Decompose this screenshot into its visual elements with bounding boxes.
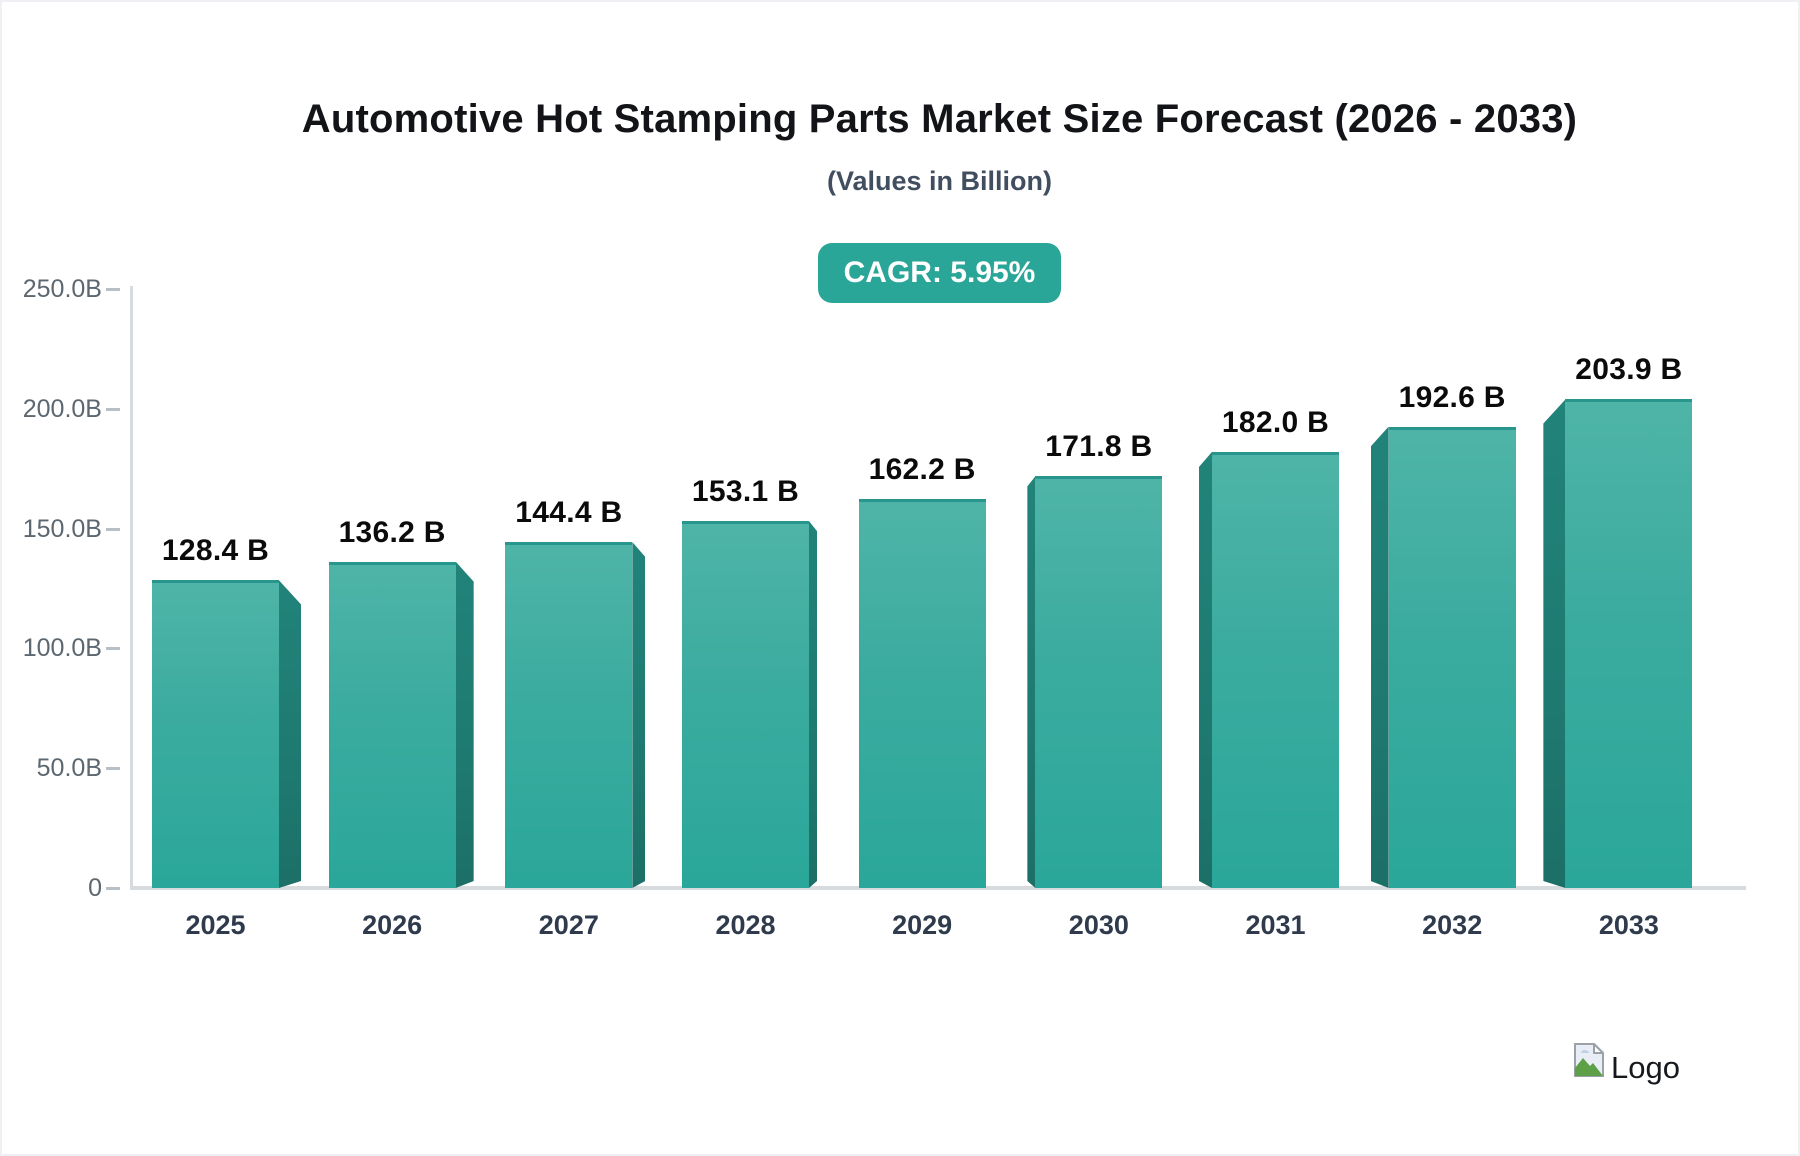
- bar-2033: [1565, 399, 1693, 888]
- x-axis-line: [130, 886, 1746, 890]
- bar-side-face-2032: [1371, 427, 1389, 888]
- y-axis-label: 200.0B: [22, 394, 102, 423]
- bar-value-label-2033: 203.9 B: [1575, 353, 1683, 387]
- bar-side-face-2030: [1027, 476, 1035, 888]
- y-axis-label: 100.0B: [22, 634, 102, 663]
- bar-value-label-2030: 171.8 B: [1045, 430, 1153, 464]
- x-axis-label-2033: 2033: [1598, 910, 1659, 940]
- y-axis-tick: [106, 288, 120, 291]
- x-axis-label-2025: 2025: [185, 910, 246, 940]
- bar-2029: [858, 499, 986, 888]
- bar-value-label-2026: 136.2 B: [338, 515, 446, 549]
- bar-side-face-2026: [456, 562, 474, 888]
- y-axis-tick: [106, 887, 120, 890]
- chart-header: Automotive Hot Stamping Parts Market Siz…: [132, 2, 1747, 303]
- bar-value-label-2032: 192.6 B: [1398, 380, 1506, 414]
- bar-value-label-2025: 128.4 B: [161, 534, 270, 568]
- chart-title: Automotive Hot Stamping Parts Market Siz…: [301, 97, 1578, 141]
- bar-2031: [1212, 451, 1340, 888]
- logo-alt-text: Logo: [1611, 1050, 1680, 1085]
- y-axis-tick: [106, 527, 120, 531]
- y-axis-tick: [106, 767, 120, 771]
- bar-side-face-2027: [632, 542, 645, 888]
- logo: Logo: [1569, 1040, 1680, 1085]
- y-axis-label: 50.0B: [36, 754, 102, 783]
- y-axis-label: 150.0B: [22, 514, 102, 543]
- y-axis-tick: [106, 407, 120, 411]
- bar-2027: [505, 542, 633, 888]
- x-axis-label-2029: 2029: [892, 910, 953, 940]
- broken-image-icon: [1569, 1040, 1609, 1085]
- bar-2026: [328, 561, 456, 888]
- bar-2028: [682, 521, 809, 888]
- y-axis-label: 0: [88, 874, 102, 902]
- bar-side-face-2031: [1199, 452, 1212, 888]
- bar-side-face-2025: [279, 580, 301, 888]
- bar-2032: [1388, 426, 1516, 888]
- y-axis-tick: [106, 647, 120, 651]
- bar-value-label-2031: 182.0 B: [1221, 405, 1330, 439]
- bar-2030: [1035, 476, 1163, 888]
- x-axis-label-2032: 2032: [1422, 910, 1483, 940]
- y-axis-label: 250.0B: [22, 275, 102, 303]
- bar-value-label-2027: 144.4 B: [515, 496, 623, 530]
- cagr-badge: CAGR: 5.95%: [817, 243, 1062, 303]
- bar-2025: [152, 580, 279, 888]
- x-axis-label-2030: 2030: [1068, 910, 1129, 940]
- chart-subtitle: (Values in Billion): [826, 166, 1053, 196]
- x-axis-label-2031: 2031: [1245, 910, 1306, 940]
- bar-value-label-2029: 162.2 B: [868, 453, 976, 487]
- bar-side-face-2033: [1543, 399, 1565, 888]
- x-axis-label-2027: 2027: [538, 910, 599, 940]
- x-axis-label-2028: 2028: [715, 910, 776, 940]
- y-axis-line: [130, 286, 133, 890]
- x-axis-label-2026: 2026: [362, 910, 423, 940]
- bar-side-face-2028: [809, 521, 817, 888]
- bar-value-label-2028: 153.1 B: [691, 475, 800, 509]
